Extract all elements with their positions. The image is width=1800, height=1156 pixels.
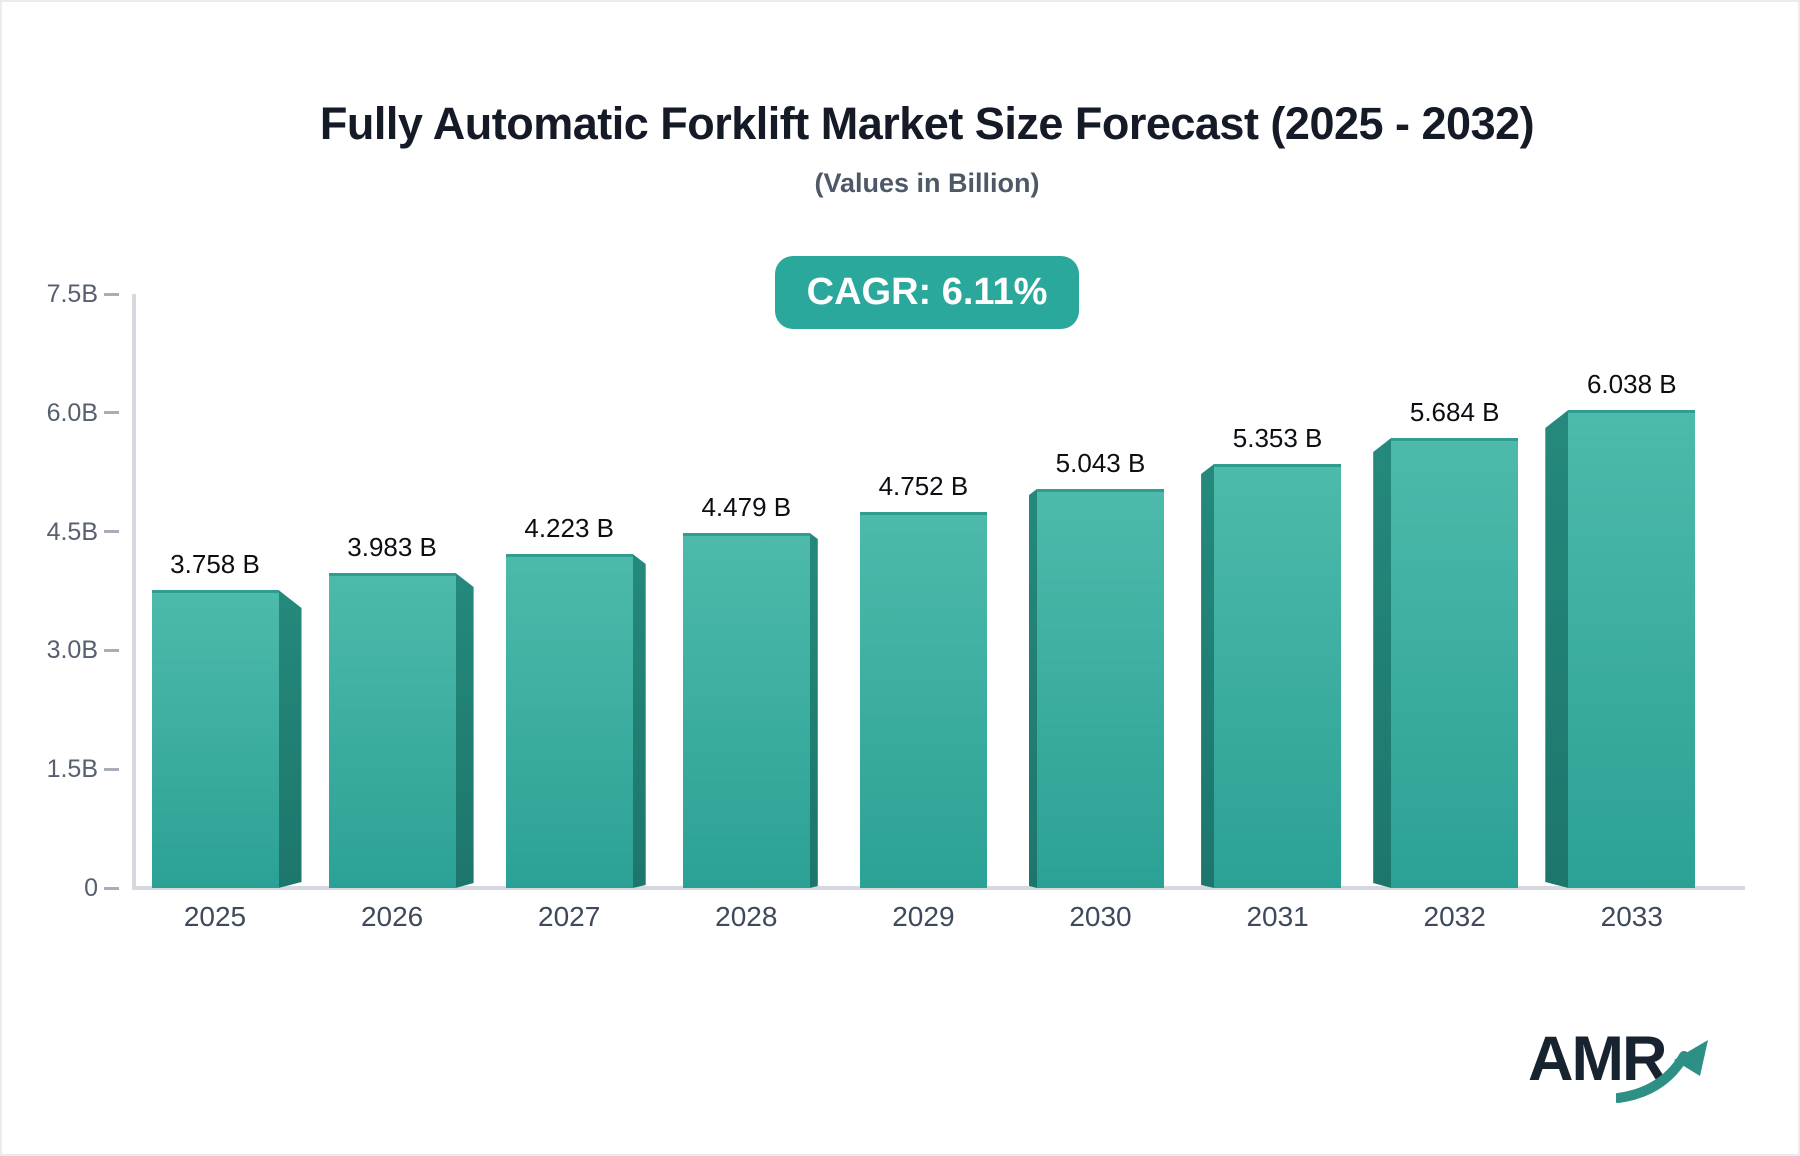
bar-2031[interactable] [1214,464,1342,888]
bar-2033-value-label: 6.038 B [1586,369,1677,399]
x-axis-label-2033: 2033 [1600,901,1663,932]
bar-2028-value-label: 4.479 B [701,492,792,522]
bar-2030-value-label: 5.043 B [1055,448,1146,478]
bar-2029[interactable] [859,512,987,888]
y-axis-tick-7.5B [104,292,119,296]
growth-arrow-icon [1616,1040,1708,1103]
y-axis-tick-6.0B [104,411,119,415]
bar-2025-side-face [279,590,302,888]
bar-2030[interactable] [1037,489,1164,888]
y-axis-label-4.5B: 4.5B [46,517,98,546]
bar-2028[interactable] [682,533,810,888]
bar-2025-value-label: 3.758 B [170,549,260,579]
x-axis-label-2026: 2026 [360,901,424,932]
y-axis-label-3.0B: 3.0B [46,636,98,665]
bar-2029-value-label: 4.752 B [878,471,969,501]
chart-subtitle: (Values in Billion) [814,168,1040,198]
bar-2033[interactable] [1568,410,1696,888]
y-axis-label-1.5B: 1.5B [46,755,98,784]
x-axis-label-2031: 2031 [1246,901,1309,932]
y-axis-tick-0 [104,886,119,890]
y-axis-label-6.0B: 6.0B [46,398,98,427]
amr-logo-text: AMR [1528,1024,1667,1094]
bar-2033-side-face [1545,410,1568,888]
x-axis-line [132,886,1745,890]
x-axis-label-2028: 2028 [715,901,778,932]
bar-2028-side-face [810,533,818,888]
amr-logo: AMR [1528,1028,1748,1123]
bar-2032[interactable] [1391,438,1519,888]
y-axis-tick-1.5B [104,767,119,771]
y-axis-label-0: 0 [84,874,98,902]
bar-2032-value-label: 5.684 B [1409,397,1500,427]
bar-2026[interactable] [328,573,456,888]
cagr-badge: CAGR: 6.11% [774,256,1080,329]
x-axis-label-2027: 2027 [538,901,601,932]
bar-2032-side-face [1373,438,1391,888]
bar-2031-value-label: 5.353 B [1232,423,1323,453]
x-axis-label-2030: 2030 [1069,901,1132,932]
bar-2026-value-label: 3.983 B [347,532,437,562]
y-axis-label-7.5B: 7.5B [46,280,98,308]
y-axis-line [132,294,136,890]
bar-2027[interactable] [505,554,633,888]
x-axis-label-2032: 2032 [1423,901,1486,932]
cagr-badge-row: CAGR: 6.11% [112,256,1742,329]
bar-2025[interactable] [151,590,279,888]
bar-2027-side-face [633,554,646,888]
chart-title: Fully Automatic Forklift Market Size For… [319,98,1535,149]
x-axis-label-2025: 2025 [183,901,247,932]
bar-2026-side-face [456,573,474,888]
x-axis-label-2029: 2029 [892,901,955,932]
y-axis-tick-4.5B [104,530,119,534]
bar-2030-side-face [1029,489,1037,888]
y-axis-tick-3.0B [104,648,119,652]
bar-2027-value-label: 4.223 B [524,513,614,543]
bar-2031-side-face [1201,464,1214,888]
